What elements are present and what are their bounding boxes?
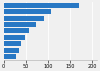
Bar [4, 48, 19, 53]
Bar [4, 41, 21, 46]
Bar [4, 28, 29, 33]
Bar [4, 9, 51, 14]
Bar [4, 22, 36, 27]
Bar [4, 16, 44, 21]
Bar [4, 54, 16, 59]
Bar [4, 35, 25, 40]
Bar [4, 3, 79, 8]
